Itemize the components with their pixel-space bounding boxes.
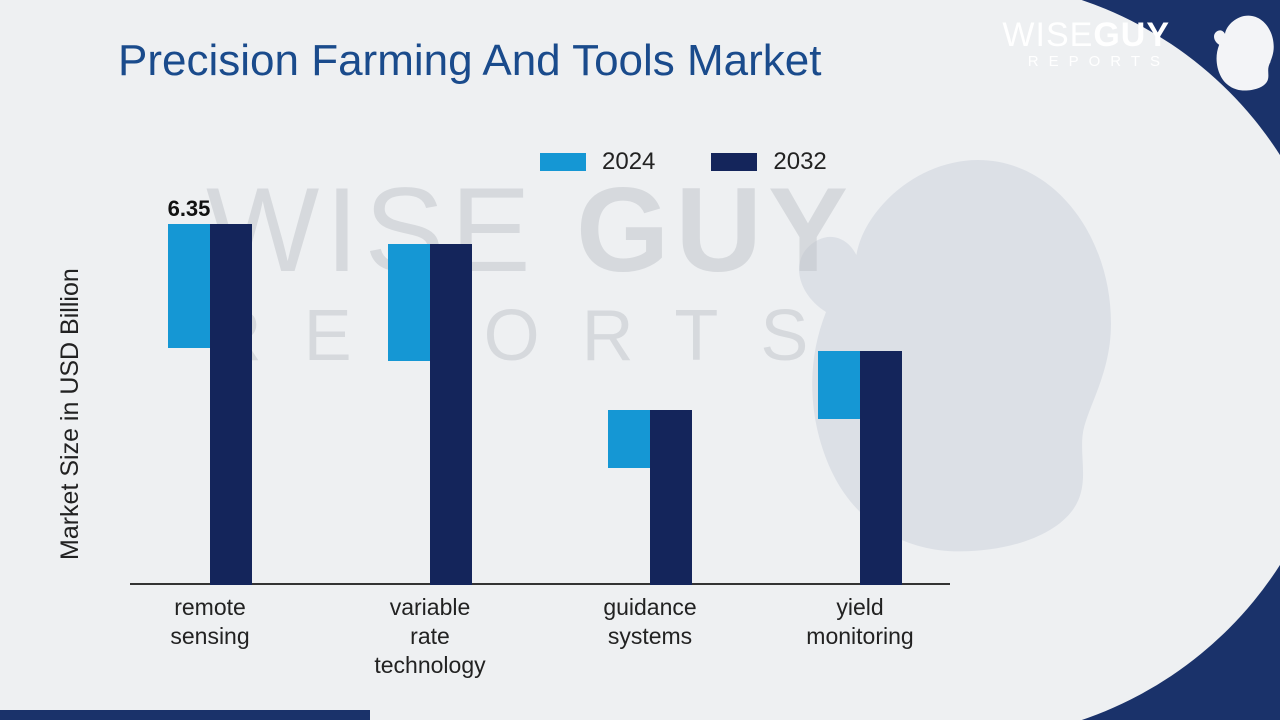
- logo-sub: REPORTS: [1002, 54, 1170, 69]
- bar-group: yieldmonitoring: [790, 351, 930, 585]
- bar-group: variableratetechnology: [360, 244, 500, 585]
- legend: 2024 2032: [540, 148, 827, 176]
- bar-2032: [430, 244, 472, 585]
- bar-group: guidancesystems: [580, 410, 720, 586]
- logo-word-1: WISE: [1002, 16, 1093, 54]
- bar-2024: [608, 410, 650, 469]
- bar-2032: [650, 410, 692, 586]
- bar-2024: [818, 351, 860, 419]
- bar-group: 6.35remotesensing: [140, 224, 280, 585]
- side-panel: [960, 0, 1280, 720]
- brand-logo: WISEGUY REPORTS: [1002, 18, 1170, 69]
- bar-2024: [388, 244, 430, 361]
- bar-value-label: 6.35: [168, 196, 211, 222]
- bottom-accent-bar: [0, 710, 370, 720]
- chart-canvas: WISEGUY REPORTS Precision Farming And To…: [0, 0, 1280, 720]
- bar-2032: [860, 351, 902, 585]
- plot-area: 6.35remotesensing variableratetechnology g…: [130, 195, 950, 585]
- y-axis-label: Market Size in USD Billion: [56, 268, 85, 560]
- legend-label-2024: 2024: [602, 148, 655, 176]
- bar-2024: 6.35: [168, 224, 210, 348]
- chart-title: Precision Farming And Tools Market: [118, 36, 821, 86]
- legend-swatch-2024: [540, 153, 586, 171]
- logo-word-2: GUY: [1093, 16, 1170, 54]
- bar-2032: [210, 224, 252, 585]
- legend-swatch-2032: [711, 153, 757, 171]
- legend-label-2032: 2032: [773, 148, 826, 176]
- x-axis-category-label: guidancesystems: [570, 593, 730, 651]
- x-axis-category-label: variableratetechnology: [350, 593, 510, 679]
- legend-item-2032: 2032: [711, 148, 826, 176]
- x-axis-category-label: remotesensing: [130, 593, 290, 651]
- legend-item-2024: 2024: [540, 148, 655, 176]
- logo-head-icon: [1202, 12, 1280, 92]
- x-axis-category-label: yieldmonitoring: [780, 593, 940, 651]
